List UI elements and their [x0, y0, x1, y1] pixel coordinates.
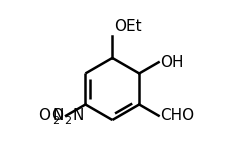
Text: 2: 2 — [52, 116, 59, 126]
Text: N: N — [52, 108, 63, 123]
Text: 2: 2 — [64, 116, 71, 126]
Text: CHO: CHO — [160, 108, 194, 123]
Text: OH: OH — [160, 55, 184, 70]
Text: O: O — [52, 108, 63, 123]
Text: OEt: OEt — [114, 19, 142, 34]
Text: N: N — [73, 108, 84, 123]
Text: O: O — [38, 108, 51, 123]
